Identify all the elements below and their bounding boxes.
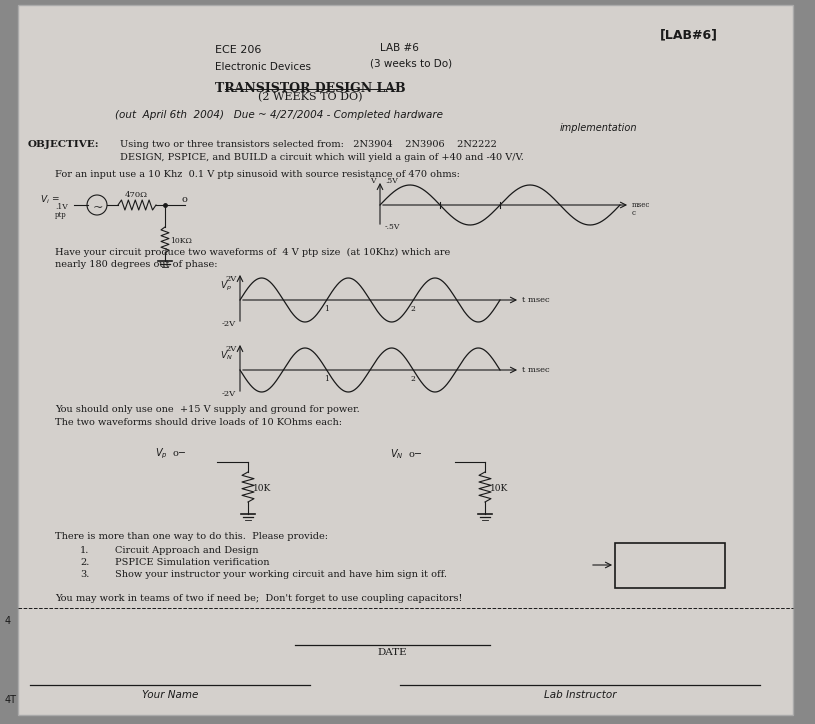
Text: Circuit Approach and Design: Circuit Approach and Design [115, 546, 258, 555]
Text: .1V: .1V [55, 203, 68, 211]
Text: You should only use one  +15 V supply and ground for power.: You should only use one +15 V supply and… [55, 405, 359, 414]
Text: Electronic Devices: Electronic Devices [215, 62, 311, 72]
Bar [615, 543, 725, 588]
Text: You may work in teams of two if need be;  Don't forget to use coupling capacitor: You may work in teams of two if need be;… [55, 594, 462, 603]
Text: $V_N$: $V_N$ [220, 350, 233, 363]
Text: $V_p$  o─: $V_p$ o─ [155, 447, 187, 461]
Text: o: o [182, 195, 188, 204]
Text: DATE: DATE [377, 648, 407, 657]
Text: 3.: 3. [80, 570, 90, 579]
Text: OBJECTIVE:: OBJECTIVE: [28, 140, 99, 149]
Text: 1: 1 [324, 305, 328, 313]
Text: -2V: -2V [222, 320, 236, 328]
Text: There is more than one way to do this.  Please provide:: There is more than one way to do this. P… [55, 532, 328, 541]
Text: Your Name: Your Name [142, 690, 198, 700]
Text: 2: 2 [410, 375, 415, 383]
Text: V: V [370, 177, 376, 185]
Text: t msec: t msec [522, 296, 549, 304]
Text: Have your circuit produce two waveforms of  4 V ptp size  (at 10Khz) which are: Have your circuit produce two waveforms … [55, 248, 450, 257]
Text: 2.: 2. [80, 558, 90, 567]
Text: t msec: t msec [522, 366, 549, 374]
Text: 10K: 10K [490, 484, 509, 493]
Text: 2: 2 [410, 305, 415, 313]
Text: .5V: .5V [385, 177, 398, 185]
Text: (out  April 6th  2004)   Due ~ 4/27/2004 - Completed hardware: (out April 6th 2004) Due ~ 4/27/2004 - C… [115, 110, 443, 120]
Text: 470Ω: 470Ω [125, 191, 148, 199]
Text: ~: ~ [93, 201, 104, 214]
Text: -.5V: -.5V [385, 223, 400, 231]
Text: 2V: 2V [225, 275, 236, 283]
Text: DESIGN, PSPICE, and BUILD a circuit which will yield a gain of +40 and -40 V/V.: DESIGN, PSPICE, and BUILD a circuit whic… [120, 153, 524, 162]
Text: $V_i$ =: $V_i$ = [40, 193, 59, 206]
Text: The two waveforms should drive loads of 10 KOhms each:: The two waveforms should drive loads of … [55, 418, 342, 427]
Text: -2V: -2V [222, 390, 236, 398]
Text: (2 WEEKS TO DO): (2 WEEKS TO DO) [258, 92, 362, 102]
Text: LAB #6: LAB #6 [380, 43, 419, 53]
Text: [LAB#6]: [LAB#6] [660, 28, 718, 41]
Text: $V_N$  o─: $V_N$ o─ [390, 447, 422, 460]
Text: ptp: ptp [55, 211, 67, 219]
Text: Lab Instructor: Lab Instructor [544, 690, 616, 700]
Text: For an input use a 10 Khz  0.1 V ptp sinusoid with source resistance of 470 ohms: For an input use a 10 Khz 0.1 V ptp sinu… [55, 170, 460, 179]
Text: TRANSISTOR DESIGN LAB: TRANSISTOR DESIGN LAB [214, 82, 405, 95]
Text: (3 weeks to Do): (3 weeks to Do) [370, 58, 452, 68]
Text: 4T: 4T [5, 695, 17, 705]
Text: c: c [632, 209, 636, 217]
Text: ECE 206: ECE 206 [215, 45, 262, 55]
Text: msec: msec [632, 201, 650, 209]
Text: 1.: 1. [80, 546, 90, 555]
Text: nearly 180 degrees out of phase:: nearly 180 degrees out of phase: [55, 260, 218, 269]
Text: 10K: 10K [253, 484, 271, 493]
Text: 1: 1 [324, 375, 328, 383]
Text: Show your instructor your working circuit and have him sign it off.: Show your instructor your working circui… [115, 570, 447, 579]
Text: implementation: implementation [560, 123, 637, 133]
Text: Using two or three transistors selected from:   2N3904    2N3906    2N2222: Using two or three transistors selected … [120, 140, 497, 149]
Text: 4: 4 [5, 616, 11, 626]
Text: 10KΩ: 10KΩ [170, 237, 192, 245]
Text: 2V: 2V [225, 345, 236, 353]
Text: $V_p$: $V_p$ [220, 280, 232, 293]
Text: PSPICE Simulation verification: PSPICE Simulation verification [115, 558, 270, 567]
